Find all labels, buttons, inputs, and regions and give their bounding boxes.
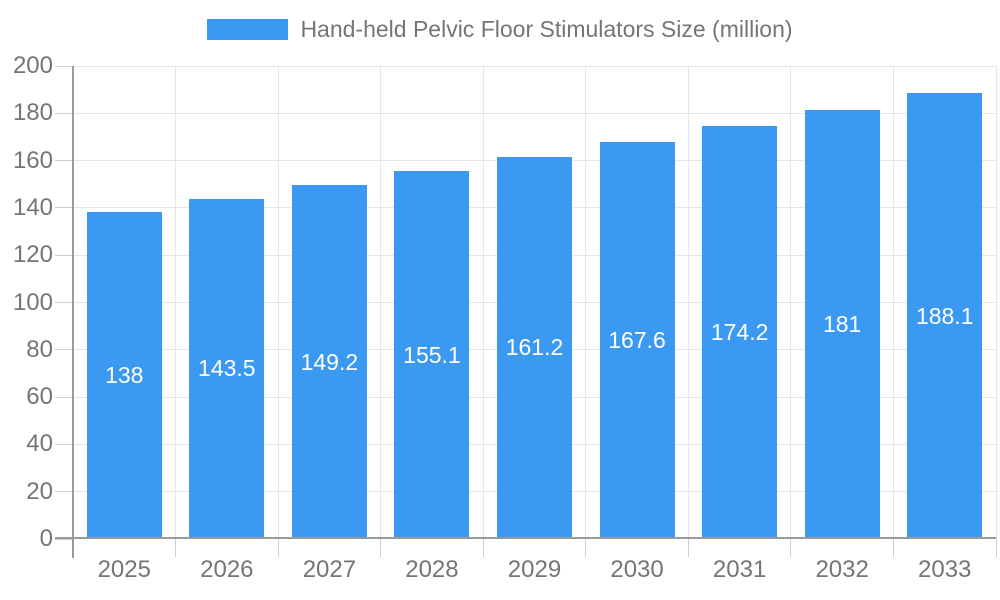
y-axis-label: 180 (12, 99, 53, 127)
bar-2028[interactable]: 155.1 (394, 171, 470, 538)
x-axis-tick (790, 539, 792, 557)
bar-value-label: 181 (822, 310, 862, 337)
gridline-vertical (995, 66, 997, 539)
y-axis-label: 0 (39, 525, 53, 552)
gridline-vertical (175, 66, 177, 539)
bar-2031[interactable]: 174.2 (702, 126, 778, 538)
y-axis-tick (55, 112, 73, 114)
x-axis-label: 2026 (200, 556, 254, 583)
x-axis-line (55, 537, 996, 539)
y-axis-label: 80 (26, 335, 53, 363)
x-axis-label: 2025 (97, 556, 151, 583)
bar-2029[interactable]: 161.2 (497, 156, 572, 538)
x-axis-label: 2031 (712, 556, 767, 583)
plot-area: 138 143.5 149.2 155.1 161.2 167.6 174.2 181 188.… (55, 65, 997, 558)
x-axis-tick (277, 539, 279, 557)
y-axis-label: 40 (26, 430, 53, 458)
x-axis-tick (175, 539, 177, 557)
legend-label: Hand-held Pelvic Floor Stimulators Size … (300, 16, 793, 42)
bar-2032[interactable]: 181 (804, 109, 880, 538)
y-axis-tick (55, 349, 73, 351)
bar-value-label: 143.5 (198, 355, 256, 382)
gridline-vertical (585, 66, 587, 539)
bar-2025[interactable]: 138 (86, 211, 162, 538)
x-axis-tick (995, 539, 997, 557)
y-axis-line (72, 66, 74, 558)
gridline-vertical (380, 66, 382, 539)
y-axis-tick (55, 443, 73, 445)
y-axis-tick (55, 396, 73, 398)
gridline-horizontal (73, 65, 996, 67)
bar-value-label: 138 (105, 361, 144, 388)
y-axis-tick (55, 491, 73, 493)
gridline-horizontal (73, 112, 996, 114)
y-axis-label: 140 (12, 193, 53, 221)
gridline-vertical (790, 66, 792, 539)
bar-value-label: 149.2 (300, 348, 359, 375)
bar-value-label: 174.2 (710, 319, 769, 346)
x-axis-tick (585, 539, 587, 557)
x-axis-label: 2027 (302, 556, 357, 583)
x-axis-tick (482, 539, 484, 557)
x-axis-label: 2032 (815, 556, 869, 583)
x-axis-labels: 2025 2026 2027 2028 2029 2030 2031 2032 2033 (73, 556, 996, 586)
bar-value-label: 167.6 (608, 326, 666, 353)
x-axis-tick (892, 539, 894, 557)
y-axis-label: 60 (26, 383, 53, 411)
y-axis-label: 200 (12, 52, 53, 79)
x-axis-tick (380, 539, 382, 557)
y-axis-tick (55, 254, 73, 256)
bar-2030[interactable]: 167.6 (599, 141, 675, 538)
legend-item[interactable]: Hand-held Pelvic Floor Stimulators Size … (0, 16, 1000, 43)
y-axis-tick (55, 538, 73, 540)
y-axis-tick (55, 302, 73, 303)
x-axis-label: 2033 (918, 556, 972, 583)
gridline-vertical (482, 66, 484, 539)
bar-value-label: 161.2 (505, 334, 564, 361)
y-axis-label: 120 (12, 241, 53, 269)
x-axis-label: 2028 (405, 556, 459, 583)
x-axis-tick (687, 539, 689, 557)
y-axis-label: 100 (12, 288, 53, 316)
bar-value-label: 155.1 (403, 341, 461, 368)
bar-value-label: 188.1 (915, 302, 974, 329)
x-axis-label: 2029 (507, 556, 562, 583)
y-axis-tick (55, 65, 73, 67)
y-axis-tick (55, 207, 73, 209)
y-axis-label: 160 (12, 146, 53, 174)
legend-swatch (207, 19, 289, 40)
gridline-vertical (892, 66, 894, 539)
y-axis-tick (55, 160, 73, 162)
gridline-vertical (277, 66, 279, 539)
bar-2033[interactable]: 188.1 (907, 93, 983, 538)
gridline-vertical (687, 66, 689, 539)
bar-2027[interactable]: 149.2 (291, 185, 367, 538)
bar-2026[interactable]: 143.5 (189, 198, 265, 538)
y-axis-label: 20 (26, 477, 53, 505)
x-axis-label: 2030 (610, 556, 664, 583)
y-axis-labels: 0 20 40 60 80 100 120 140 160 180 200 (0, 53, 55, 552)
